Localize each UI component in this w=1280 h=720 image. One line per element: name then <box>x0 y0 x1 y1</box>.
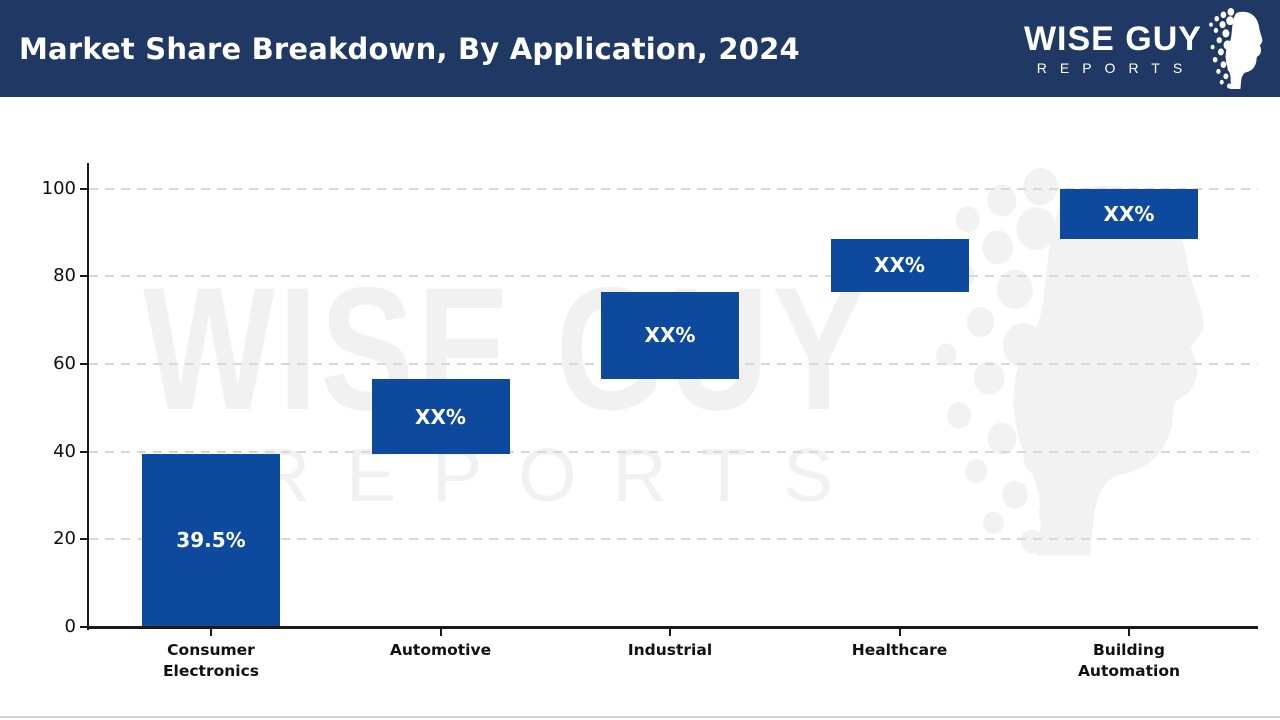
category-label-3: Industrial <box>600 640 740 661</box>
category-label-3-text: Industrial <box>627 641 713 659</box>
bar-3: XX% <box>601 291 739 380</box>
chart-title: Market Share Breakdown, By Application, … <box>19 31 800 66</box>
category-label-5: Building Automation <box>1059 640 1199 682</box>
y-tick-mark-60 <box>80 362 87 365</box>
x-tick-mark-3 <box>669 629 671 636</box>
y-tick-label-40: 40 <box>10 441 76 463</box>
y-tick-label-20: 20 <box>10 528 76 550</box>
bar-value-label: XX% <box>415 404 466 429</box>
y-tick-label-60-text: 60 <box>53 352 76 374</box>
y-tick-mark-20 <box>80 538 87 541</box>
header-bar: Market Share Breakdown, By Application, … <box>0 0 1280 97</box>
gridline-20 <box>89 538 1258 541</box>
bar-value-label: XX% <box>1103 201 1155 226</box>
bottom-divider <box>0 716 1280 718</box>
bar-1: 39.5% <box>142 453 280 627</box>
y-tick-label-0: 0 <box>10 616 76 638</box>
y-tick-label-80-text: 80 <box>53 265 76 287</box>
gridline-100 <box>89 187 1258 190</box>
y-axis-spine <box>87 163 89 630</box>
wiseguy-face-icon <box>1209 7 1263 89</box>
brand-wordmark: WISE GUY REPORTS <box>1024 22 1202 76</box>
bar-value-label: XX% <box>874 253 925 278</box>
category-label-1: Consumer Electronics <box>141 640 281 682</box>
y-tick-label-20-text: 20 <box>53 528 76 550</box>
y-tick-label-80: 80 <box>10 265 76 287</box>
watermark-reports-text: REPORTS <box>256 433 870 517</box>
category-label-2-text: Automotive <box>389 641 492 659</box>
y-tick-label-60: 60 <box>10 353 76 375</box>
category-label-2: Automotive <box>371 640 511 661</box>
y-tick-label-100: 100 <box>10 178 76 200</box>
gridline-40 <box>89 450 1258 453</box>
bar-4: XX% <box>830 238 969 292</box>
y-tick-mark-40 <box>80 450 87 453</box>
category-label-1-text: Consumer Electronics <box>162 641 260 680</box>
x-tick-mark-2 <box>439 629 442 636</box>
category-label-4: Healthcare <box>830 640 970 661</box>
x-tick-mark-4 <box>898 629 901 636</box>
bar-2: XX% <box>371 379 510 454</box>
x-tick-mark-5 <box>1128 629 1130 636</box>
x-tick-mark-1 <box>210 629 212 636</box>
y-tick-label-0-text: 0 <box>64 616 76 637</box>
brand-logo: WISE GUY REPORTS <box>1024 7 1264 90</box>
bar-5: XX% <box>1060 188 1198 239</box>
y-tick-label-100-text: 100 <box>41 177 76 199</box>
gridline-80 <box>89 275 1258 278</box>
brand-subname: REPORTS <box>1036 59 1196 76</box>
y-tick-mark-100 <box>80 187 87 190</box>
category-label-4-text: Healthcare <box>851 641 948 659</box>
y-tick-label-40-text: 40 <box>53 440 76 462</box>
bar-value-label: XX% <box>644 323 696 348</box>
category-label-5-text: Building Automation <box>1077 641 1181 680</box>
x-axis-line <box>87 626 1258 629</box>
y-tick-mark-0 <box>80 626 87 628</box>
bar-value-label: 39.5% <box>176 528 246 553</box>
brand-name: WISE GUY <box>1023 19 1202 58</box>
y-tick-mark-80 <box>80 275 87 278</box>
